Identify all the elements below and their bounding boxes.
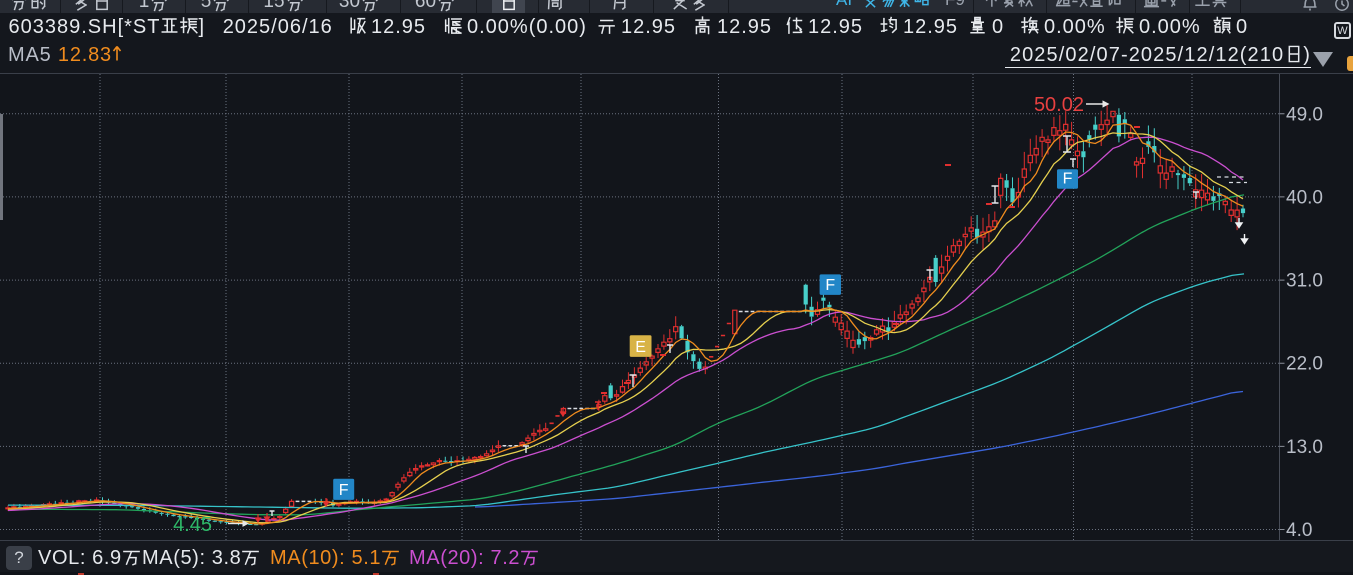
svg-text:22.0: 22.0: [1286, 354, 1323, 375]
svg-text:4.45: 4.45: [173, 514, 212, 536]
svg-text:F: F: [825, 277, 835, 294]
svg-text:F: F: [339, 482, 349, 499]
svg-text:50.02: 50.02: [1034, 94, 1084, 116]
svg-text:31.0: 31.0: [1286, 271, 1323, 292]
svg-text:E: E: [635, 339, 646, 356]
svg-text:49.0: 49.0: [1286, 104, 1323, 125]
svg-text:40.0: 40.0: [1286, 187, 1323, 208]
svg-text:F: F: [1063, 171, 1073, 188]
svg-text:13.0: 13.0: [1286, 437, 1323, 458]
svg-text:4.0: 4.0: [1286, 520, 1312, 540]
